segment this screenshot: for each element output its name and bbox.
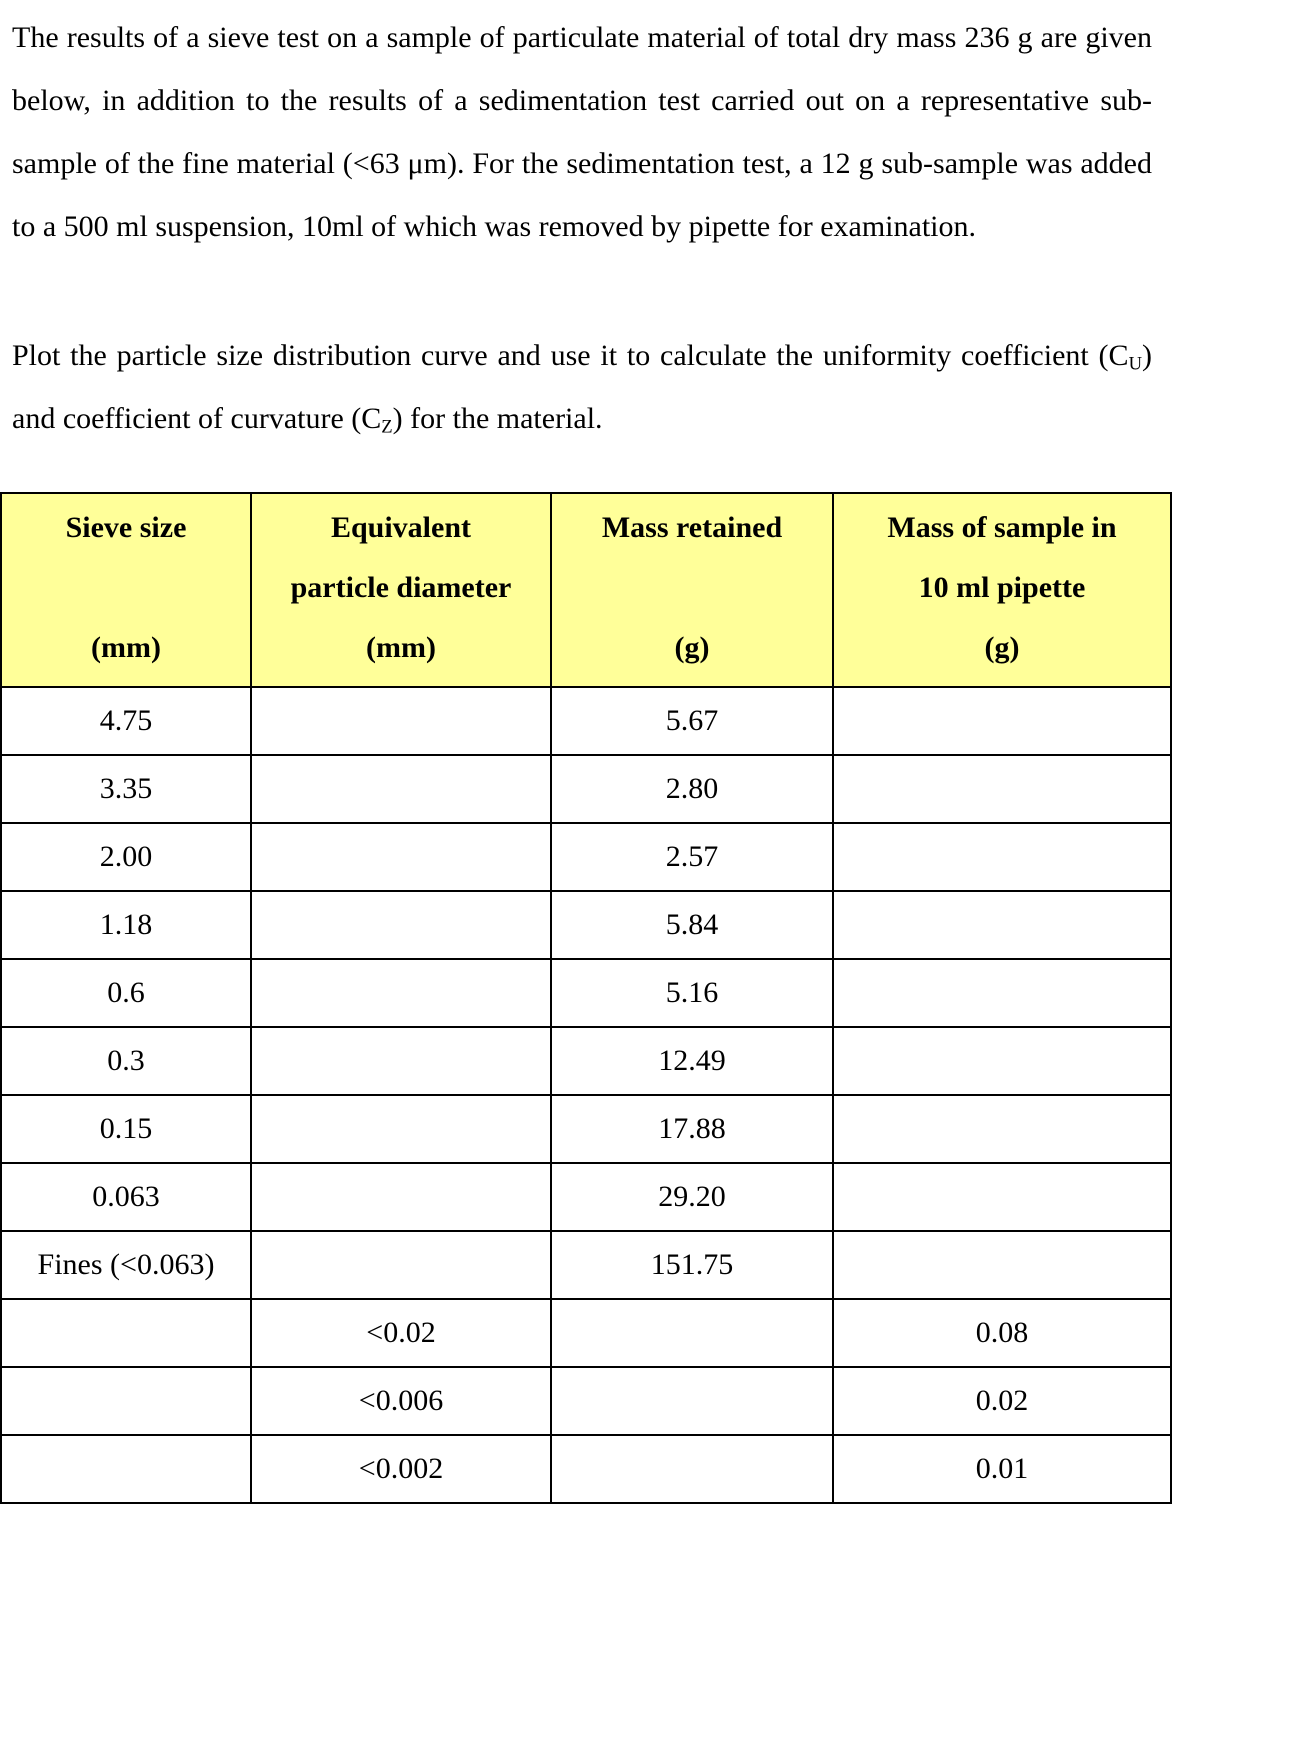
cell-mass-retained: 12.49: [550, 1026, 834, 1096]
header-unit: (g): [984, 631, 1020, 664]
cell-pipette-mass: [832, 890, 1172, 960]
cell-pipette-mass: [832, 958, 1172, 1028]
cell-sieve-size: 0.3: [0, 1026, 252, 1096]
table-row: 0.6 5.16: [0, 958, 1172, 1028]
cell-mass-retained: 5.67: [550, 686, 834, 756]
cell-mass-retained: [550, 1298, 834, 1368]
cell-pipette-mass: [832, 822, 1172, 892]
cell-particle-diameter: <0.02: [250, 1298, 552, 1368]
cell-mass-retained: 5.16: [550, 958, 834, 1028]
header-title: Equivalent: [330, 511, 472, 544]
task-paragraph: Plot the particle size distribution curv…: [12, 324, 1152, 450]
table-header: Sieve size (mm) Equivalent particle diam…: [0, 492, 1172, 688]
cell-sieve-size: 0.063: [0, 1162, 252, 1232]
col-header-mass-retained: Mass retained (g): [550, 492, 834, 688]
header-unit: (mm): [91, 631, 161, 664]
table-body: 4.75 5.67 3.35 2.80 2.00 2.57 1.18 5.84: [0, 686, 1172, 1504]
cell-particle-diameter: [250, 1094, 552, 1164]
cell-mass-retained: 151.75: [550, 1230, 834, 1300]
header-title: Sieve size: [65, 511, 187, 544]
cell-particle-diameter: [250, 890, 552, 960]
cell-mass-retained: 2.80: [550, 754, 834, 824]
subscript-u: U: [1128, 353, 1142, 375]
cell-pipette-mass: [832, 686, 1172, 756]
task-text-2: ) and coefficient of curvature (C: [12, 339, 1152, 435]
header-unit: (g): [674, 631, 710, 664]
cell-mass-retained: [550, 1434, 834, 1504]
cell-pipette-mass: 0.01: [832, 1434, 1172, 1504]
sieve-test-table: Sieve size (mm) Equivalent particle diam…: [0, 492, 1172, 1504]
table-row: 0.3 12.49: [0, 1026, 1172, 1096]
table-row: 3.35 2.80: [0, 754, 1172, 824]
header-title: Mass of sample in: [887, 511, 1117, 544]
header-title-cont: 10 ml pipette: [918, 571, 1086, 604]
cell-sieve-size: [0, 1298, 252, 1368]
table-row: <0.006 0.02: [0, 1366, 1172, 1436]
intro-paragraph: The results of a sieve test on a sample …: [12, 21, 1152, 243]
header-unit: (mm): [366, 631, 436, 664]
table-row: 1.18 5.84: [0, 890, 1172, 960]
paragraph-spacer: [12, 258, 1290, 324]
table-row: 2.00 2.57: [0, 822, 1172, 892]
cell-sieve-size: [0, 1366, 252, 1436]
cell-particle-diameter: [250, 822, 552, 892]
cell-sieve-size: 1.18: [0, 890, 252, 960]
cell-mass-retained: 17.88: [550, 1094, 834, 1164]
cell-pipette-mass: [832, 1162, 1172, 1232]
cell-mass-retained: 5.84: [550, 890, 834, 960]
header-title: Mass retained: [601, 511, 783, 544]
cell-sieve-size: 4.75: [0, 686, 252, 756]
cell-mass-retained: 2.57: [550, 822, 834, 892]
col-header-particle-diameter: Equivalent particle diameter (mm): [250, 492, 552, 688]
cell-particle-diameter: [250, 754, 552, 824]
cell-pipette-mass: 0.08: [832, 1298, 1172, 1368]
cell-particle-diameter: [250, 686, 552, 756]
cell-pipette-mass: [832, 1094, 1172, 1164]
cell-pipette-mass: [832, 1026, 1172, 1096]
subscript-z: Z: [381, 416, 393, 438]
table-row: <0.002 0.01: [0, 1434, 1172, 1504]
col-header-sieve-size: Sieve size (mm): [0, 492, 252, 688]
cell-sieve-size: 2.00: [0, 822, 252, 892]
task-text-3: ) for the material.: [392, 402, 603, 435]
cell-mass-retained: [550, 1366, 834, 1436]
header-title-cont: particle diameter: [290, 571, 512, 604]
header-title-cont: [558, 558, 826, 618]
cell-sieve-size: Fines (<0.063): [0, 1230, 252, 1300]
table-row: <0.02 0.08: [0, 1298, 1172, 1368]
cell-particle-diameter: <0.002: [250, 1434, 552, 1504]
cell-pipette-mass: [832, 754, 1172, 824]
cell-particle-diameter: [250, 1162, 552, 1232]
table-row: 4.75 5.67: [0, 686, 1172, 756]
table-row: 0.063 29.20: [0, 1162, 1172, 1232]
cell-sieve-size: 0.15: [0, 1094, 252, 1164]
cell-particle-diameter: [250, 1230, 552, 1300]
cell-pipette-mass: [832, 1230, 1172, 1300]
cell-particle-diameter: [250, 958, 552, 1028]
cell-mass-retained: 29.20: [550, 1162, 834, 1232]
cell-particle-diameter: <0.006: [250, 1366, 552, 1436]
task-text-1: Plot the particle size distribution curv…: [12, 339, 1129, 372]
cell-particle-diameter: [250, 1026, 552, 1096]
header-row: Sieve size (mm) Equivalent particle diam…: [0, 492, 1172, 688]
table-row: 0.15 17.88: [0, 1094, 1172, 1164]
cell-pipette-mass: 0.02: [832, 1366, 1172, 1436]
cell-sieve-size: 3.35: [0, 754, 252, 824]
header-title-cont: [8, 558, 244, 618]
table-row: Fines (<0.063) 151.75: [0, 1230, 1172, 1300]
cell-sieve-size: [0, 1434, 252, 1504]
col-header-pipette-mass: Mass of sample in 10 ml pipette (g): [832, 492, 1172, 688]
cell-sieve-size: 0.6: [0, 958, 252, 1028]
